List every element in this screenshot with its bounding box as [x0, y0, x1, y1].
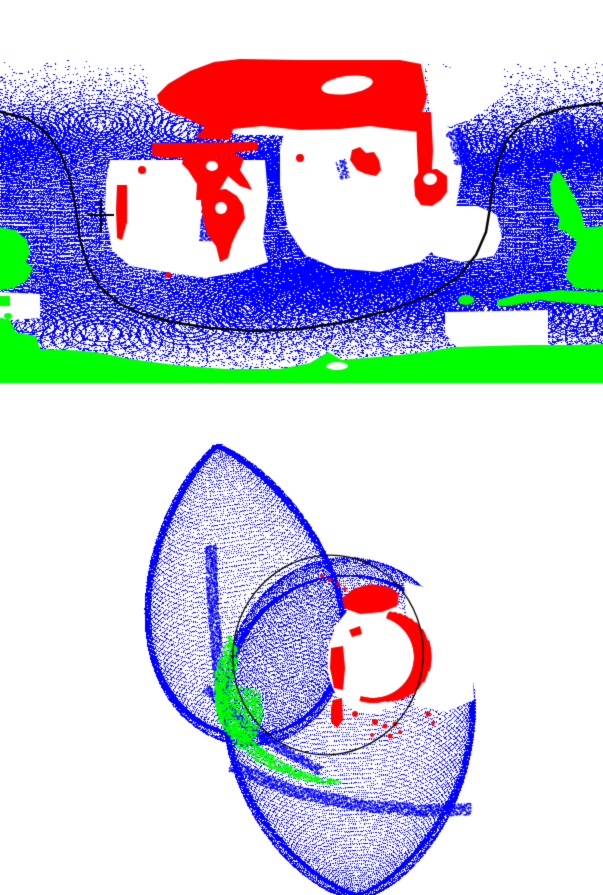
figure-page — [0, 0, 603, 895]
point-cloud-figures-canvas — [0, 0, 603, 895]
